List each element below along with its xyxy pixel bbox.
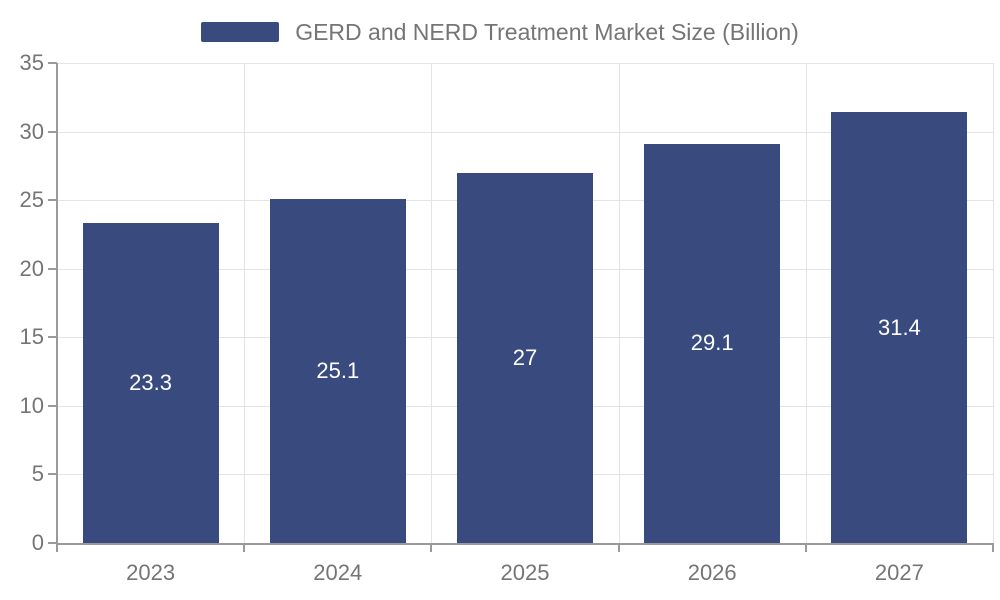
gridline-vertical <box>244 63 246 543</box>
y-axis-tick <box>48 267 57 270</box>
gridline-vertical <box>993 63 994 543</box>
legend-item[interactable]: GERD and NERD Treatment Market Size (Bil… <box>0 19 1000 45</box>
y-axis-line <box>56 63 58 545</box>
y-tick-label: 20 <box>19 255 44 281</box>
bar-2027[interactable]: 31.4 <box>831 112 968 543</box>
y-axis-tick <box>48 62 57 64</box>
gridline-horizontal <box>57 63 993 64</box>
x-axis-tick <box>992 543 994 552</box>
y-tick-label: 35 <box>19 50 44 75</box>
bar-value-label: 25.1 <box>316 357 360 383</box>
x-axis-tick <box>243 543 246 552</box>
gridline-horizontal <box>57 131 993 133</box>
legend-swatch-icon <box>201 22 280 42</box>
bar-value-label: 29.1 <box>690 330 734 356</box>
bar-2023[interactable]: 23.3 <box>82 223 219 543</box>
y-tick-label: 30 <box>19 118 44 144</box>
x-axis-tick <box>430 543 433 552</box>
y-tick-label: 5 <box>31 461 44 487</box>
y-tick-label: 15 <box>19 324 44 350</box>
x-axis-tick <box>56 543 58 552</box>
x-tick-label: 2024 <box>313 560 363 585</box>
y-axis-tick <box>48 336 57 339</box>
x-tick-label: 2023 <box>126 560 176 585</box>
y-axis-tick <box>48 404 57 407</box>
bar-value-label: 23.3 <box>129 370 172 396</box>
bar-2025[interactable]: 27 <box>457 172 593 543</box>
bar-value-label: 27 <box>512 344 538 370</box>
x-tick-label: 2025 <box>500 560 550 585</box>
gridline-vertical <box>618 63 620 543</box>
y-tick-label: 25 <box>19 187 44 213</box>
y-axis-tick <box>48 199 57 202</box>
gridline-vertical <box>431 63 433 543</box>
bar-value-label: 31.4 <box>877 314 921 340</box>
bar-2024[interactable]: 25.1 <box>269 198 406 543</box>
bar-2026[interactable]: 29.1 <box>644 143 781 543</box>
x-axis-line <box>56 543 993 545</box>
x-axis-tick <box>617 543 620 552</box>
y-axis-tick <box>48 473 57 476</box>
y-axis-tick <box>48 130 57 133</box>
x-tick-label: 2026 <box>687 560 737 585</box>
gridline-vertical <box>805 63 807 543</box>
y-tick-label: 10 <box>19 392 44 418</box>
x-tick-label: 2027 <box>874 560 924 585</box>
legend-label: GERD and NERD Treatment Market Size (Bil… <box>295 18 799 45</box>
x-axis-tick <box>804 543 807 552</box>
y-tick-label: 0 <box>31 530 44 555</box>
y-axis-tick <box>48 542 57 544</box>
